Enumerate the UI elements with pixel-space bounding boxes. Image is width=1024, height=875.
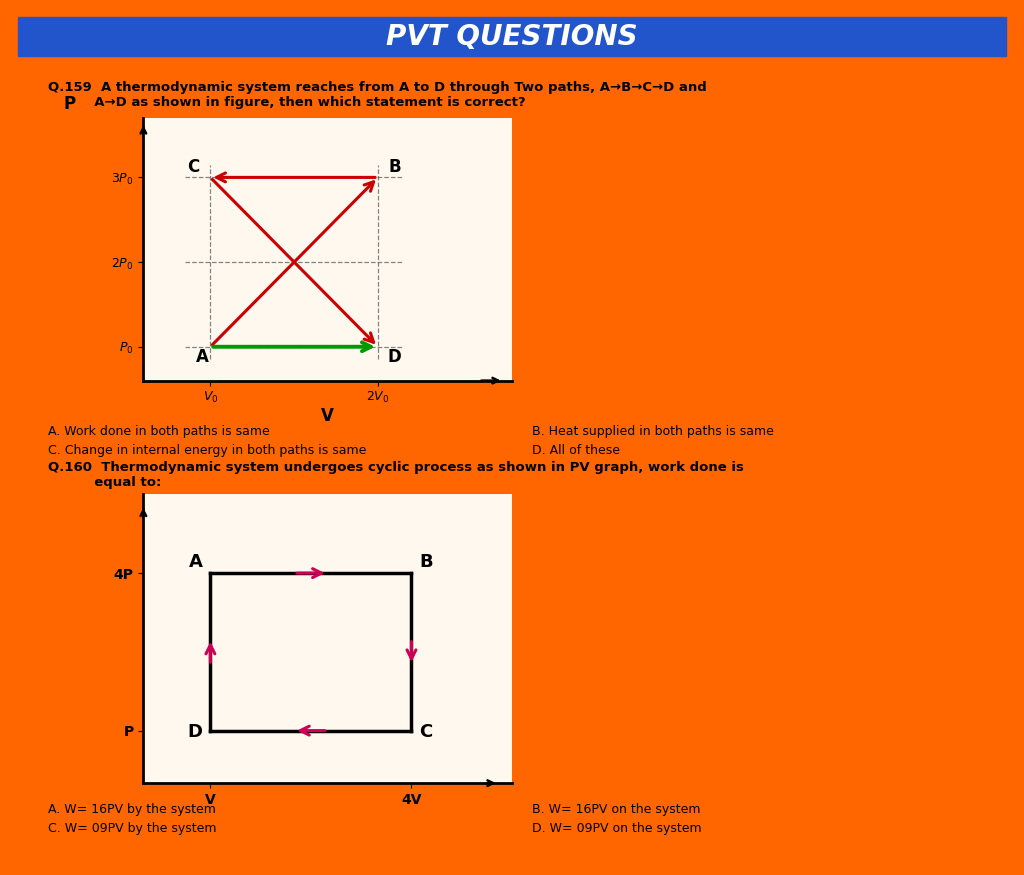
- Text: C. Change in internal energy in both paths is same: C. Change in internal energy in both pat…: [48, 444, 367, 457]
- Text: C. W= 09PV by the system: C. W= 09PV by the system: [48, 822, 216, 835]
- Text: C: C: [420, 723, 433, 741]
- Text: D: D: [388, 348, 401, 366]
- Text: D. All of these: D. All of these: [531, 444, 620, 457]
- Text: Q.160  Thermodynamic system undergoes cyclic process as shown in PV graph, work : Q.160 Thermodynamic system undergoes cyc…: [48, 460, 743, 473]
- Bar: [18, 18, 1006, 56]
- Text: D. W= 09PV on the system: D. W= 09PV on the system: [531, 822, 701, 835]
- X-axis label: V: V: [322, 407, 334, 425]
- Text: D: D: [187, 723, 203, 741]
- Text: A: A: [196, 348, 209, 366]
- Text: Q.159  A thermodynamic system reaches from A to D through Two paths, A→B→C→D and: Q.159 A thermodynamic system reaches fro…: [48, 81, 707, 94]
- Text: B. W= 16PV on the system: B. W= 16PV on the system: [531, 802, 700, 816]
- Text: C: C: [187, 158, 200, 177]
- Text: equal to:: equal to:: [48, 476, 162, 489]
- Text: A. Work done in both paths is same: A. Work done in both paths is same: [48, 425, 269, 438]
- Text: A: A: [188, 553, 203, 570]
- Text: PVT QUESTIONS: PVT QUESTIONS: [386, 23, 638, 51]
- Text: A. W= 16PV by the system: A. W= 16PV by the system: [48, 802, 216, 816]
- Y-axis label: P: P: [63, 94, 76, 113]
- Text: B. Heat supplied in both paths is same: B. Heat supplied in both paths is same: [531, 425, 773, 438]
- Text: B: B: [388, 158, 401, 177]
- Text: B: B: [420, 553, 433, 570]
- Text: A→D as shown in figure, then which statement is correct?: A→D as shown in figure, then which state…: [48, 95, 525, 108]
